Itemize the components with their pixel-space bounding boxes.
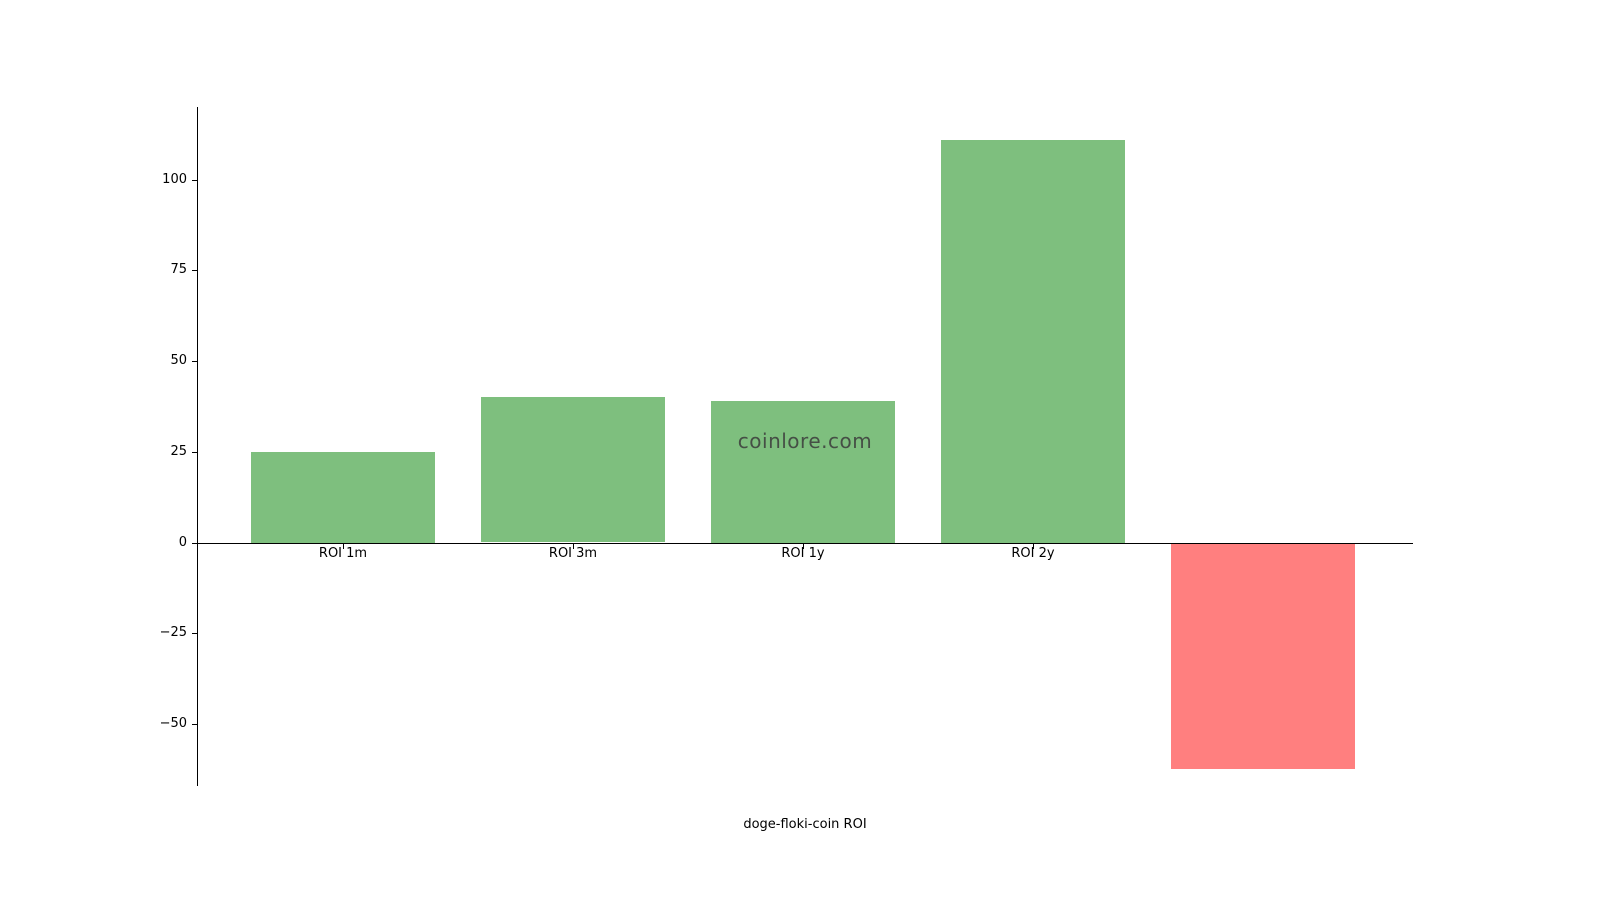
y-tick-label-−50: −50	[159, 716, 187, 731]
y-tick-mark-0	[192, 543, 197, 544]
x-tick-mark-roi-3m	[573, 544, 574, 549]
bar-5	[1171, 544, 1355, 769]
y-tick-label-25: 25	[170, 444, 187, 459]
x-tick-mark-roi-1y	[803, 544, 804, 549]
x-tick-label-roi-3m: ROI 3m	[548, 546, 598, 561]
y-tick-mark-100	[192, 180, 197, 181]
watermark: coinlore.com	[737, 429, 873, 453]
y-tick-label-0: 0	[178, 535, 187, 550]
x-tick-label-roi-1m: ROI 1m	[318, 546, 368, 561]
bar-roi-1m	[251, 452, 435, 543]
y-tick-mark-−50	[192, 724, 197, 725]
y-tick-label-50: 50	[170, 353, 187, 368]
chart-title: doge-floki-coin ROI	[743, 817, 867, 832]
y-axis-spine	[197, 107, 198, 786]
bar-roi-1y	[711, 401, 895, 543]
x-tick-mark-roi-1m	[343, 544, 344, 549]
y-tick-label-−25: −25	[159, 625, 187, 640]
y-tick-mark-25	[192, 452, 197, 453]
x-tick-label-roi-2y: ROI 2y	[1011, 546, 1055, 561]
bar-roi-3m	[481, 397, 665, 542]
y-tick-label-100: 100	[162, 172, 187, 187]
x-tick-label-roi-1y: ROI 1y	[781, 546, 825, 561]
y-tick-mark-50	[192, 361, 197, 362]
x-axis-line	[197, 543, 1413, 544]
x-tick-mark-roi-2y	[1033, 544, 1034, 549]
bar-roi-2y	[941, 140, 1125, 543]
y-tick-mark-75	[192, 270, 197, 271]
y-tick-mark-−25	[192, 633, 197, 634]
y-tick-label-75: 75	[170, 262, 187, 277]
